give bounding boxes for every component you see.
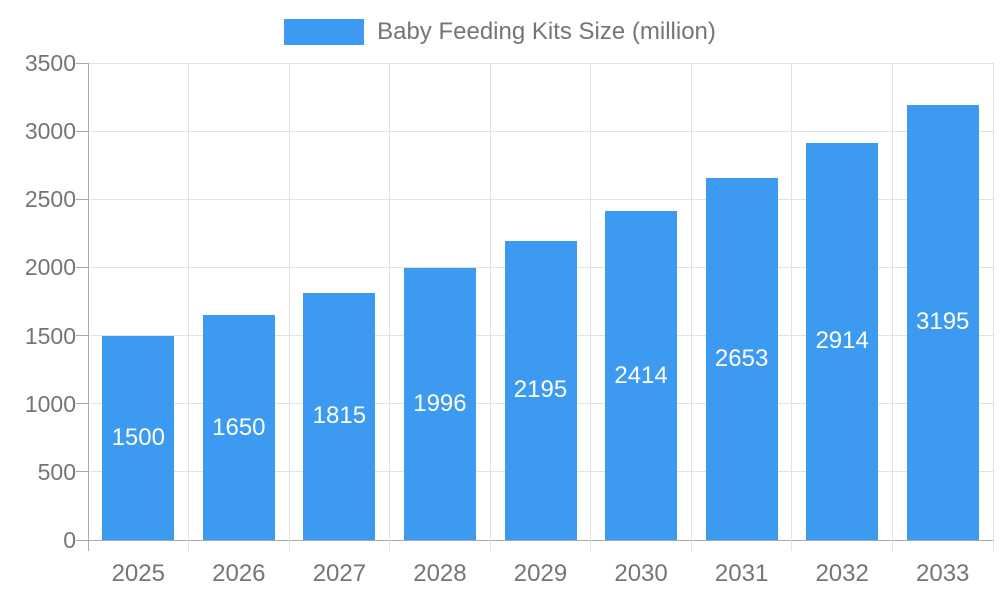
- y-axis-tick: [76, 335, 88, 337]
- bar-value-label: 2195: [513, 376, 568, 404]
- x-axis-label: 2027: [312, 560, 367, 587]
- y-axis-tick: [76, 539, 88, 541]
- x-axis-tick: [791, 540, 793, 551]
- x-axis-label: 2025: [111, 560, 165, 587]
- bar-value-label: 1500: [111, 423, 165, 451]
- bar: [705, 178, 778, 540]
- gridline-vertical: [690, 63, 692, 540]
- bar: [906, 104, 979, 540]
- bar: [202, 315, 275, 540]
- gridline-horizontal: [88, 130, 993, 132]
- y-axis-tick: [76, 62, 88, 64]
- y-axis-label: 3000: [24, 118, 76, 145]
- gridline-vertical: [389, 63, 391, 540]
- x-axis-label: 2026: [212, 560, 266, 587]
- y-axis-tick: [76, 266, 88, 268]
- y-axis-tick: [76, 130, 88, 132]
- x-axis-tick: [389, 540, 391, 551]
- y-axis-tick: [76, 198, 88, 200]
- bar-value-label: 1996: [413, 389, 467, 417]
- legend-label: Baby Feeding Kits Size (million): [377, 18, 716, 45]
- y-axis-line: [87, 63, 89, 551]
- x-axis-tick: [690, 540, 692, 551]
- bar: [605, 211, 678, 540]
- y-axis-label: 0: [63, 527, 76, 553]
- y-axis-tick: [76, 471, 88, 473]
- x-axis-label: 2028: [413, 560, 467, 587]
- bar-value-label: 2653: [714, 345, 769, 373]
- bar-value-label: 2914: [815, 327, 869, 355]
- x-axis-tick: [590, 540, 592, 551]
- x-axis-tick: [891, 540, 893, 551]
- gridline-vertical: [791, 63, 793, 540]
- gridline-horizontal: [88, 539, 993, 541]
- gridline-vertical: [288, 63, 290, 540]
- chart-legend: Baby Feeding Kits Size (million): [0, 18, 1000, 46]
- y-axis-label: 1000: [24, 390, 76, 417]
- bar-value-label: 1815: [312, 402, 367, 430]
- bar: [102, 335, 175, 540]
- x-axis-tick: [992, 540, 994, 551]
- bar: [504, 240, 577, 540]
- y-axis-label: 2500: [24, 186, 76, 213]
- bar: [303, 292, 376, 540]
- bar: [403, 267, 476, 540]
- y-axis-tick: [76, 403, 88, 405]
- gridline-horizontal: [88, 62, 993, 64]
- y-axis-label: 3500: [24, 50, 76, 76]
- x-axis-tick: [489, 540, 491, 551]
- y-axis-label: 500: [37, 458, 76, 485]
- x-axis-tick: [288, 540, 290, 551]
- gridline-vertical: [891, 63, 893, 540]
- x-axis-tick: [188, 540, 190, 551]
- gridline-vertical: [992, 63, 994, 540]
- legend-swatch: [284, 19, 365, 45]
- gridline-horizontal: [88, 198, 993, 200]
- gridline-vertical: [489, 63, 491, 540]
- bar: [806, 142, 879, 540]
- bar-value-label: 2414: [614, 361, 668, 389]
- gridline-vertical: [188, 63, 190, 540]
- gridline-vertical: [590, 63, 592, 540]
- bar-value-label: 3195: [916, 308, 970, 336]
- x-axis-label: 2030: [614, 560, 668, 587]
- y-axis-label: 2000: [24, 254, 76, 281]
- x-axis-label: 2031: [714, 560, 769, 587]
- x-axis-label: 2029: [513, 560, 568, 587]
- bar-value-label: 1650: [212, 413, 266, 441]
- y-axis-label: 1500: [24, 322, 76, 349]
- x-axis-label: 2032: [815, 560, 869, 587]
- x-axis-label: 2033: [916, 560, 970, 587]
